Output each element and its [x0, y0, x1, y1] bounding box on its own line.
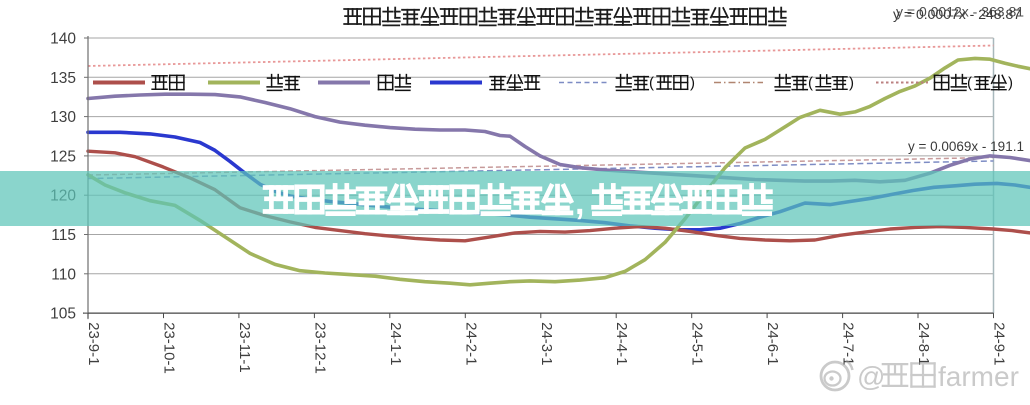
- svg-text:23-9-1: 23-9-1: [85, 322, 102, 365]
- svg-text:115: 115: [51, 227, 76, 244]
- svg-text:24-9-1: 24-9-1: [991, 322, 1008, 365]
- svg-text:24-2-1: 24-2-1: [462, 322, 479, 365]
- svg-text:130: 130: [50, 109, 76, 126]
- svg-text:23-11-1: 23-11-1: [236, 322, 253, 373]
- svg-text:24-1-1: 24-1-1: [387, 322, 404, 365]
- svg-text:(: (: [649, 75, 654, 92]
- svg-text:y = 0.0012x - 363.81: y = 0.0012x - 363.81: [896, 4, 1024, 20]
- svg-text:): ): [1008, 75, 1013, 92]
- svg-text:24-7-1: 24-7-1: [840, 322, 857, 365]
- svg-text:125: 125: [50, 148, 76, 165]
- svg-text:24-4-1: 24-4-1: [613, 322, 630, 365]
- svg-text:,: ,: [575, 184, 584, 222]
- svg-text:): ): [690, 75, 695, 92]
- svg-text:110: 110: [51, 266, 76, 283]
- svg-text:140: 140: [50, 31, 76, 48]
- svg-text:24-8-1: 24-8-1: [915, 322, 932, 365]
- svg-text:24-3-1: 24-3-1: [538, 322, 555, 365]
- svg-text:): ): [849, 75, 854, 92]
- svg-text:y = 0.0069x - 191.1: y = 0.0069x - 191.1: [908, 139, 1024, 154]
- svg-text:(: (: [967, 75, 972, 92]
- svg-text:farmer: farmer: [938, 361, 1019, 392]
- svg-text:24-5-1: 24-5-1: [689, 322, 706, 365]
- svg-text:23-12-1: 23-12-1: [311, 322, 328, 374]
- svg-text:105: 105: [50, 306, 76, 323]
- svg-text:@: @: [857, 361, 885, 392]
- svg-text:135: 135: [50, 70, 76, 87]
- svg-text:(: (: [808, 75, 813, 92]
- svg-text:23-10-1: 23-10-1: [161, 322, 178, 374]
- svg-text:24-6-1: 24-6-1: [764, 322, 781, 365]
- svg-text:y = 0.0007x - 248.87: y = 0.0007x - 248.87: [893, 6, 1021, 22]
